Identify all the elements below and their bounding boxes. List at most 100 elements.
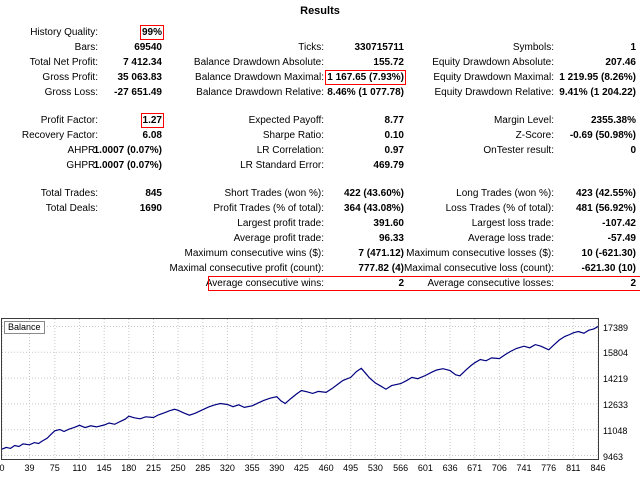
stats-row: Gross Profit: 35 063.83 Balance Drawdown M… [6,70,640,85]
stat-label: LR Standard Error: [240,160,324,171]
stats-row: Maximal consecutive profit (count): 777.8… [6,261,640,276]
stat-label: Equity Drawdown Maximal: [433,72,554,83]
stat-value: 1.0007 (0.07%) [93,145,162,156]
x-tick-label: 320 [219,463,235,473]
stat-label: Total Net Profit: [29,57,98,68]
stats-row: Total Deals: 1690 Profit Trades (% of tota… [6,201,640,216]
stat-value: -0.69 (50.98%) [569,130,636,141]
stat-label: Short Trades (won %): [224,188,324,199]
stat-value: 422 (43.60%) [343,188,404,199]
x-tick-label: 530 [367,463,383,473]
x-tick-label: 250 [170,463,186,473]
stat-label: Gross Loss: [44,87,98,98]
stat-label: Bars: [74,42,98,53]
stat-value: 10 (-621.30) [581,248,636,259]
row-spacer [6,100,640,113]
x-tick-label: 75 [49,463,60,473]
stat-value: 69540 [134,42,162,53]
stat-label: Total Trades: [40,188,98,199]
stat-value: 9.41% (1 204.22) [559,87,636,98]
balance-chart: Balance 9463 11048 12633 14219 15804 17389 0 3… [0,318,639,476]
stat-value: 777.82 (4) [358,263,404,274]
stat-label: AHPR: [67,145,98,156]
stat-value: 2 [398,278,404,289]
stat-value: 7 (471.12) [358,248,404,259]
stat-value: 0.97 [384,145,404,156]
stats-row: Maximum consecutive wins ($): 7 (471.12) M… [6,246,640,261]
stat-label: Maximum consecutive wins ($): [184,248,324,259]
stat-value: 391.60 [373,218,404,229]
y-tick-label: 12633 [603,399,629,410]
stats-row: Total Net Profit: 7 412.34 Balance Drawdow… [6,55,640,70]
stat-value: 1 219.95 (8.26%) [559,72,636,83]
stat-label: Symbols: [512,42,554,53]
stat-value: 207.46 [605,57,636,68]
x-tick-label: 180 [121,463,137,473]
stat-label: Average consecutive losses: [427,278,554,289]
stat-label: Long Trades (won %): [456,188,554,199]
x-tick-label: 0 [0,463,5,473]
stat-value: 423 (42.55%) [575,188,636,199]
stat-label: Average consecutive wins: [205,278,324,289]
x-tick-label: 741 [516,463,532,473]
stat-label: Sharpe Ratio: [262,130,324,141]
stat-label: Maximal consecutive profit (count): [169,263,324,274]
stat-label: Equity Drawdown Relative: [434,87,555,98]
stat-value: -27 651.49 [114,87,162,98]
stat-value: 1 [630,42,636,53]
stat-label: LR Correlation: [256,145,324,156]
chart-plot-area: Balance [1,318,599,460]
stat-label: Margin Level: [493,115,554,126]
stats-row: Average profit trade: 96.33 Average loss t… [6,231,640,246]
stat-value: 8.46% (1 077.78) [327,87,404,98]
x-tick-label: 460 [318,463,334,473]
x-tick-label: 355 [244,463,260,473]
row-spacer [6,173,640,186]
stat-label: Gross Profit: [42,72,98,83]
stat-value: 0.10 [384,130,404,141]
x-tick-label: 776 [541,463,557,473]
stat-label: Maximum consecutive losses ($): [406,248,554,259]
stats-row: GHPR: 1.0007 (0.07%) LR Standard Error: 469… [6,158,640,173]
stats-row: AHPR: 1.0007 (0.07%) LR Correlation: 0.97 On… [6,143,640,158]
x-tick-label: 811 [566,463,581,473]
stat-value: 155.72 [373,57,404,68]
stat-value: 0 [630,145,636,156]
x-tick-label: 390 [269,463,285,473]
x-tick-label: 110 [72,463,87,473]
stat-label: Loss Trades (% of total): [445,203,554,214]
stat-label: Z-Score: [515,130,554,141]
stat-value: -107.42 [602,218,636,229]
stats-row: Profit Factor: 1.27 Expected Payoff: 8.77 Ma… [6,113,640,128]
stat-value: 1 167.65 (7.93%) [325,70,406,85]
stat-label: Balance Drawdown Relative: [196,87,324,98]
stat-label: Profit Factor: [40,115,98,126]
y-tick-label: 11048 [603,425,628,436]
stat-label: Balance Drawdown Absolute: [193,57,324,68]
x-tick-label: 215 [145,463,162,473]
stat-label: Average profit trade: [233,233,324,244]
stat-label: Balance Drawdown Maximal: [195,72,324,83]
y-axis-labels: 9463 11048 12633 14219 15804 17389 [603,319,639,462]
x-tick-label: 495 [343,463,359,473]
y-tick-label: 9463 [603,451,624,462]
x-tick-label: 671 [467,463,483,473]
stat-value: 7 412.34 [123,57,162,68]
stat-value: 2355.38% [590,115,636,126]
stats-row: Recovery Factor: 6.08 Sharpe Ratio: 0.10 Z-S… [6,128,640,143]
balance-curve [2,319,598,459]
stat-value: -621.30 (10) [581,263,636,274]
stats-row: Total Trades: 845 Short Trades (won %): 422… [6,186,640,201]
x-tick-label: 846 [590,463,606,473]
stat-label: Ticks: [298,42,324,53]
chart-legend: Balance [4,321,45,334]
stat-value: 2 [630,278,636,289]
x-tick-label: 636 [442,463,458,473]
stats-row: History Quality: 99% [6,25,640,40]
stat-value: 6.08 [142,130,162,141]
stat-label: OnTester result: [483,145,554,156]
stat-label: Equity Drawdown Absolute: [432,57,554,68]
stat-value: 1690 [139,203,162,214]
stat-label: Largest profit trade: [237,218,324,229]
stat-label: GHPR: [66,160,98,171]
